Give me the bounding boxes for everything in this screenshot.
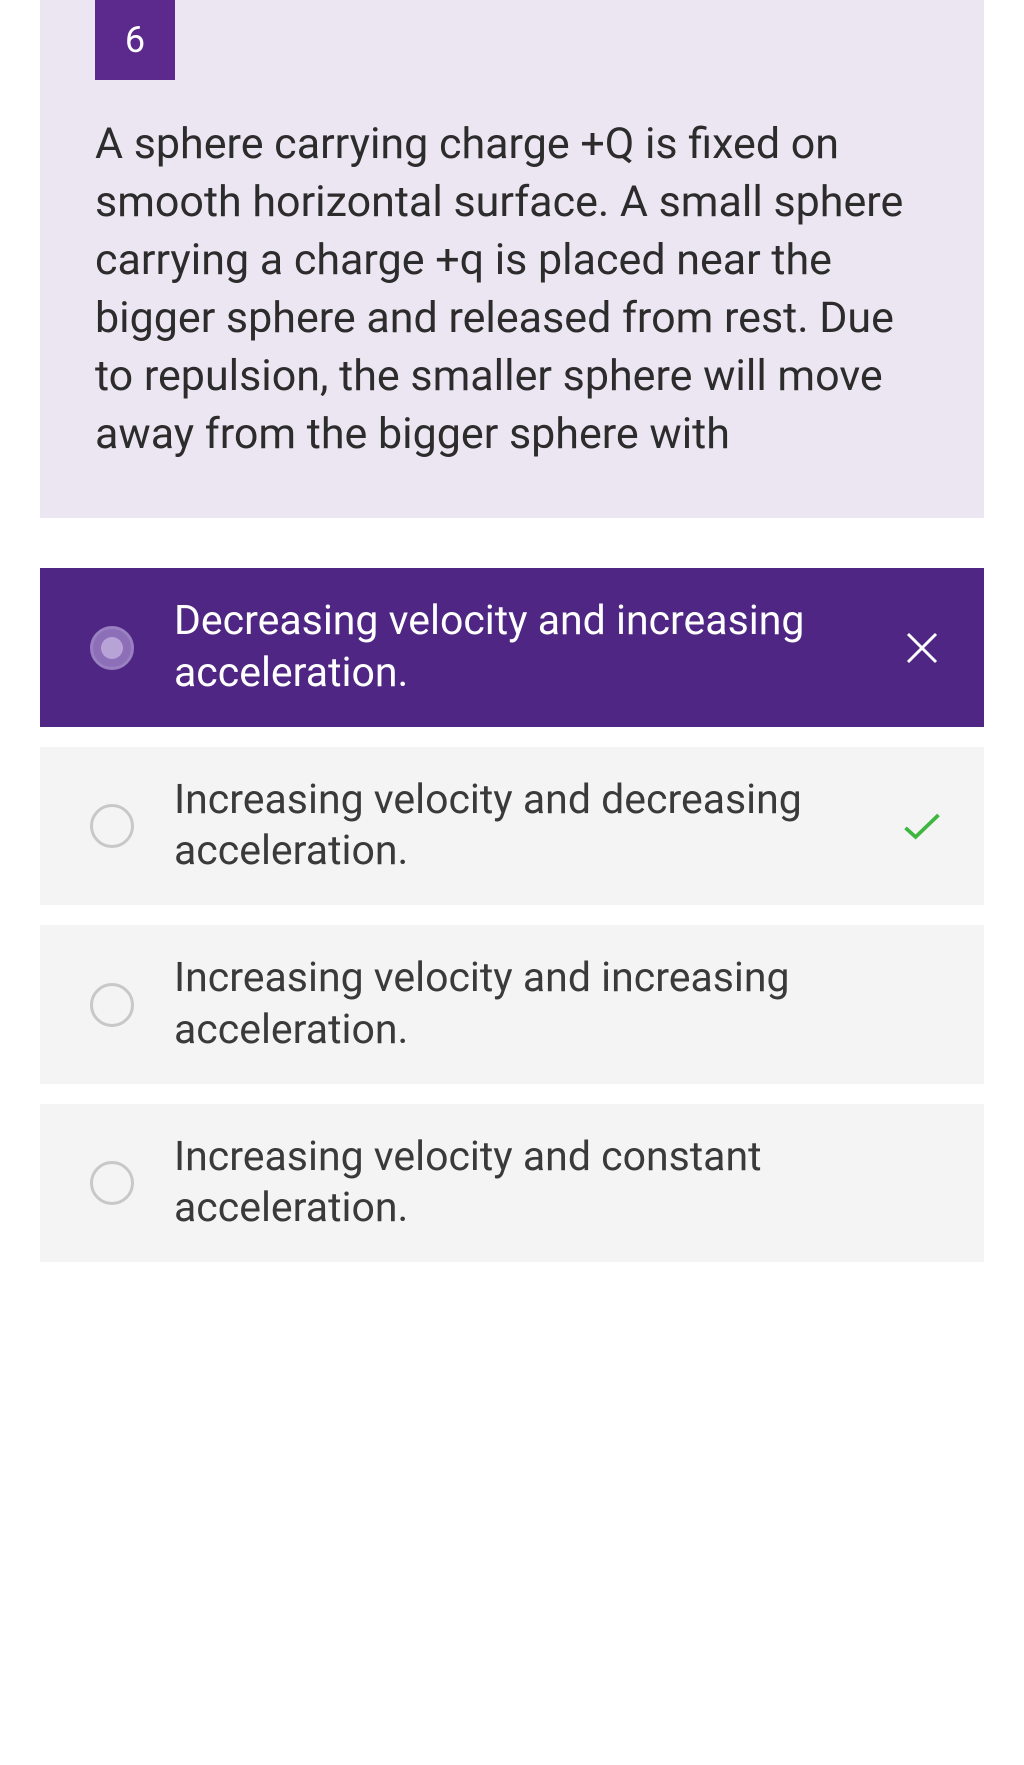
question-text: A sphere carrying charge +Q is fixed on … — [95, 115, 929, 463]
option-0[interactable]: Decreasing velocity and increasing accel… — [40, 568, 984, 727]
question-card: 6 A sphere carrying charge +Q is fixed o… — [40, 0, 984, 518]
option-3[interactable]: Increasing velocity and constant acceler… — [40, 1104, 984, 1263]
radio-icon — [90, 983, 134, 1027]
question-number-badge: 6 — [95, 0, 175, 80]
option-label: Increasing velocity and decreasing accel… — [174, 775, 870, 878]
correct-icon — [900, 804, 944, 848]
option-label: Increasing velocity and increasing accel… — [174, 953, 944, 1056]
option-2[interactable]: Increasing velocity and increasing accel… — [40, 925, 984, 1084]
radio-icon — [90, 626, 134, 670]
radio-icon — [90, 1161, 134, 1205]
radio-icon — [90, 804, 134, 848]
question-number: 6 — [125, 19, 145, 61]
option-label: Increasing velocity and constant acceler… — [174, 1132, 944, 1235]
options-list: Decreasing velocity and increasing accel… — [40, 568, 984, 1262]
wrong-icon — [900, 626, 944, 670]
option-label: Decreasing velocity and increasing accel… — [174, 596, 870, 699]
option-1[interactable]: Increasing velocity and decreasing accel… — [40, 747, 984, 906]
